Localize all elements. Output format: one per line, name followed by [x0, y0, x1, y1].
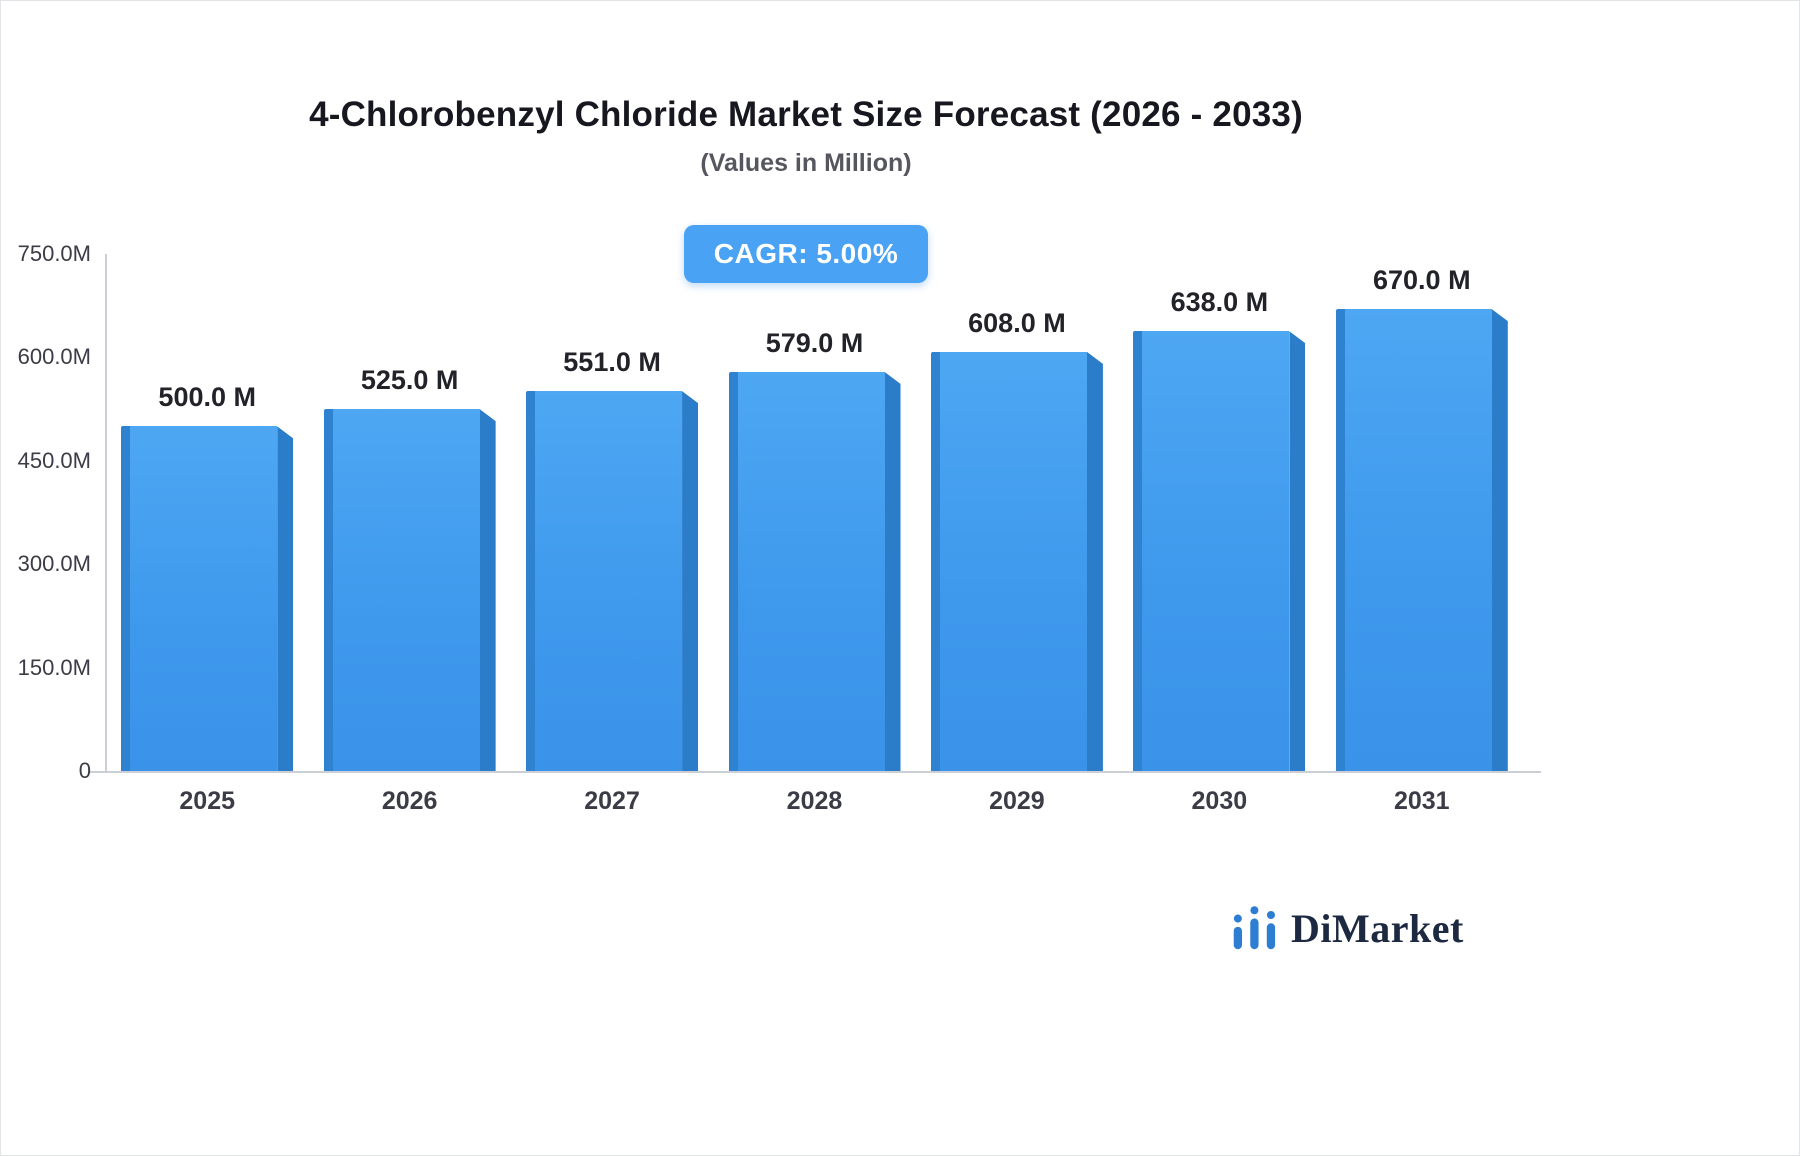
cagr-badge: CAGR: 5.00% — [684, 225, 928, 283]
y-tick-label: 450.0M — [17, 447, 91, 473]
bar-front-face — [1344, 309, 1492, 771]
bar-side-face — [479, 409, 496, 771]
bar — [930, 351, 1103, 771]
bar-front-face — [737, 371, 885, 771]
bar-value-label: 551.0 M — [563, 347, 661, 378]
bar — [1133, 331, 1306, 771]
bar-value-label: 525.0 M — [360, 365, 459, 396]
bar — [728, 371, 901, 771]
x-tick-label: 2030 — [1191, 787, 1248, 815]
bar-front-face — [130, 426, 278, 771]
brand-logo: DiMarket — [1229, 902, 1464, 954]
bar — [323, 409, 496, 771]
bar-value-label: 638.0 M — [1170, 287, 1269, 318]
bar-chart-icon — [1229, 902, 1281, 954]
bar-left-edge — [728, 371, 738, 771]
bar-left-edge — [1335, 309, 1345, 771]
bar-left-edge — [121, 426, 131, 771]
bar-side-face — [1086, 351, 1103, 771]
y-tick-label: 300.0M — [17, 551, 91, 577]
y-axis-line — [105, 254, 107, 771]
bar-value-label: 608.0 M — [968, 307, 1066, 338]
chart-title: 4-Chlorobenzyl Chloride Market Size Fore… — [309, 95, 1303, 134]
bar-front-face — [939, 351, 1087, 771]
x-tick-label: 2029 — [989, 787, 1045, 815]
bar-left-edge — [930, 351, 940, 771]
bar — [121, 426, 294, 771]
y-tick-label: 0 — [78, 758, 91, 783]
x-tick-label: 2031 — [1393, 787, 1450, 815]
x-tick-label: 2028 — [786, 787, 843, 815]
x-tick-label: 2027 — [584, 787, 640, 815]
brand-logo-text: DiMarket — [1291, 905, 1464, 951]
bar-front-face — [535, 391, 683, 771]
bar-front-face — [332, 409, 480, 771]
bar-value-label: 500.0 M — [158, 382, 256, 413]
bar-left-edge — [526, 391, 536, 771]
x-tick-label: 2026 — [381, 787, 438, 815]
bar-value-label: 579.0 M — [765, 327, 864, 358]
bar-side-face — [682, 391, 699, 771]
bar-side-face — [1491, 309, 1508, 771]
bar — [1335, 309, 1508, 771]
bar-front-face — [1142, 331, 1290, 771]
bar-side-face — [884, 371, 901, 771]
y-tick-label: 600.0M — [17, 344, 91, 370]
chart-subtitle: (Values in Million) — [700, 149, 912, 177]
cagr-badge-label: CAGR: 5.00% — [713, 238, 899, 269]
x-tick-label: 2025 — [179, 787, 236, 815]
y-tick-label: 750.0M — [17, 241, 91, 266]
x-axis-baseline — [89, 771, 1541, 773]
bar-side-face — [1289, 331, 1306, 771]
bar-side-face — [277, 426, 294, 771]
y-tick-label: 150.0M — [17, 654, 91, 680]
bar — [526, 391, 699, 771]
bar-value-label: 670.0 M — [1373, 265, 1471, 296]
bar-left-edge — [1133, 331, 1143, 771]
bar-left-edge — [323, 409, 333, 771]
